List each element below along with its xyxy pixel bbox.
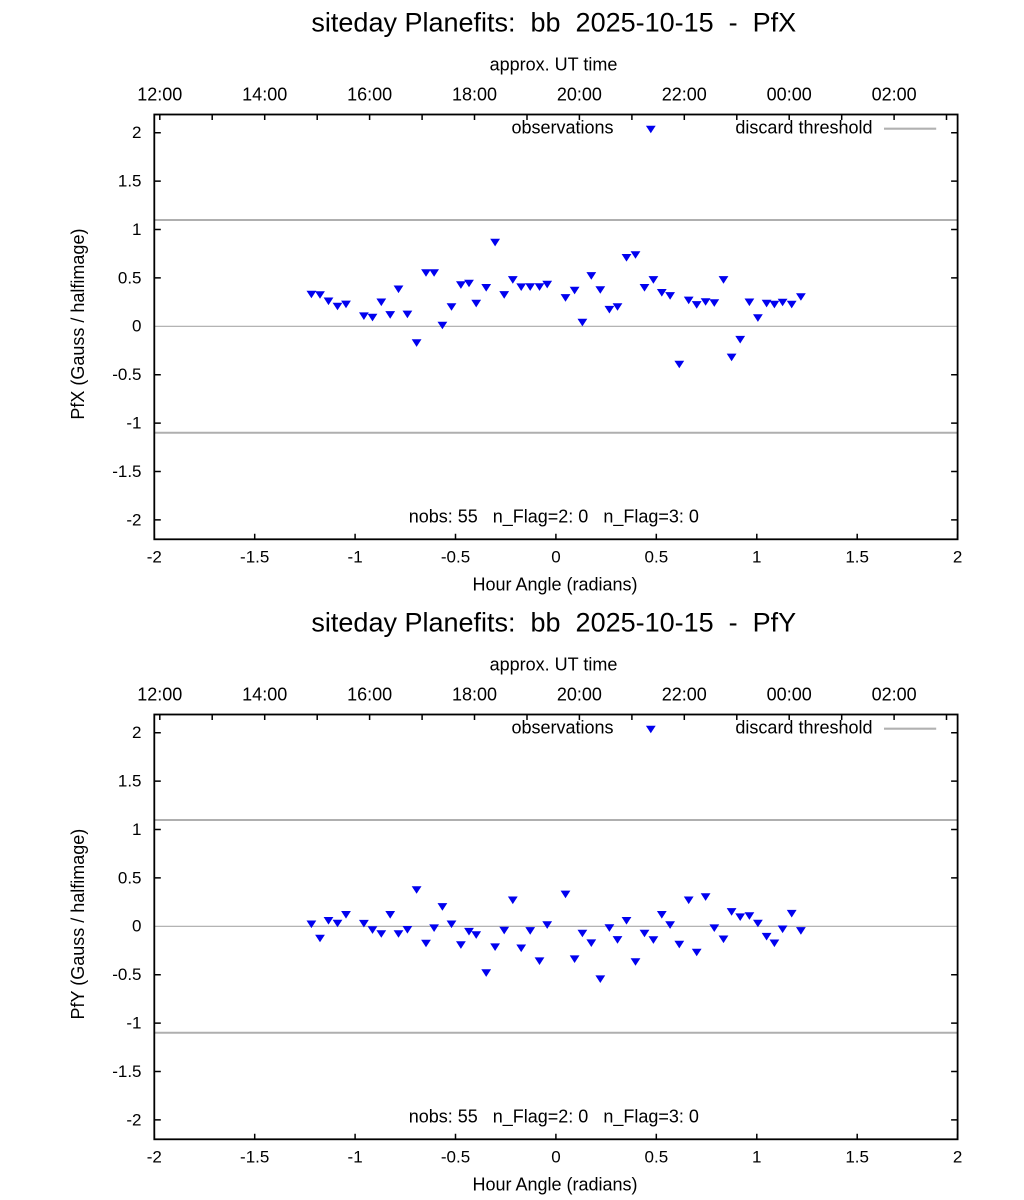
- svg-text:1: 1: [132, 220, 141, 239]
- svg-text:20:00: 20:00: [557, 85, 602, 105]
- svg-text:-1.5: -1.5: [112, 462, 141, 481]
- svg-text:18:00: 18:00: [452, 85, 497, 105]
- svg-text:-1: -1: [348, 548, 363, 567]
- svg-text:1.5: 1.5: [845, 548, 869, 567]
- svg-text:02:00: 02:00: [872, 85, 917, 105]
- svg-text:Hour Angle (radians): Hour Angle (radians): [472, 575, 637, 595]
- svg-text:2: 2: [132, 123, 141, 142]
- svg-text:0.5: 0.5: [118, 868, 142, 887]
- svg-text:16:00: 16:00: [347, 85, 392, 105]
- svg-text:14:00: 14:00: [242, 685, 287, 705]
- svg-text:PfX (Gauss / halfimage): PfX (Gauss / halfimage): [68, 229, 88, 420]
- svg-text:2: 2: [132, 723, 141, 742]
- svg-text:0: 0: [132, 317, 141, 336]
- svg-text:-2: -2: [126, 510, 141, 529]
- svg-text:1.5: 1.5: [118, 772, 142, 791]
- svg-text:22:00: 22:00: [662, 685, 707, 705]
- svg-text:-1.5: -1.5: [240, 548, 269, 567]
- svg-text:18:00: 18:00: [452, 685, 497, 705]
- svg-text:2: 2: [953, 548, 962, 567]
- svg-text:12:00: 12:00: [137, 85, 182, 105]
- svg-text:00:00: 00:00: [767, 685, 812, 705]
- svg-text:00:00: 00:00: [767, 85, 812, 105]
- svg-text:0: 0: [551, 1148, 560, 1167]
- svg-text:16:00: 16:00: [347, 685, 392, 705]
- svg-text:discard threshold: discard threshold: [735, 117, 872, 137]
- svg-text:nobs: 55 n_Flag=2: 0 n_Fla: nobs: 55 n_Flag=2: 0 n_Flag=3: 0: [409, 1106, 699, 1127]
- svg-text:0.5: 0.5: [645, 548, 669, 567]
- svg-text:nobs: 55 n_Flag=2: 0 n_Fla: nobs: 55 n_Flag=2: 0 n_Flag=3: 0: [409, 506, 699, 527]
- svg-text:PfY (Gauss / halfimage): PfY (Gauss / halfimage): [68, 829, 88, 1020]
- svg-text:1: 1: [752, 548, 761, 567]
- svg-text:-1: -1: [126, 414, 141, 433]
- svg-text:-1: -1: [348, 1148, 363, 1167]
- svg-text:observations: observations: [511, 117, 613, 137]
- svg-text:-2: -2: [147, 548, 162, 567]
- svg-text:approx. UT time: approx. UT time: [490, 655, 618, 675]
- svg-text:12:00: 12:00: [137, 685, 182, 705]
- svg-text:1: 1: [752, 1148, 761, 1167]
- svg-text:-2: -2: [126, 1110, 141, 1129]
- svg-text:siteday Planefits: bb 2025-1: siteday Planefits: bb 2025-10-15 - PfY: [311, 608, 796, 638]
- svg-text:1.5: 1.5: [118, 172, 142, 191]
- svg-text:-0.5: -0.5: [112, 965, 141, 984]
- svg-text:2: 2: [953, 1148, 962, 1167]
- svg-text:22:00: 22:00: [662, 85, 707, 105]
- svg-text:14:00: 14:00: [242, 85, 287, 105]
- svg-text:0.5: 0.5: [645, 1148, 669, 1167]
- svg-text:-0.5: -0.5: [112, 365, 141, 384]
- svg-text:-0.5: -0.5: [441, 548, 470, 567]
- svg-text:-0.5: -0.5: [441, 1148, 470, 1167]
- svg-text:1.5: 1.5: [845, 1148, 869, 1167]
- svg-text:-1.5: -1.5: [112, 1062, 141, 1081]
- svg-text:02:00: 02:00: [872, 685, 917, 705]
- svg-text:discard threshold: discard threshold: [735, 717, 872, 737]
- svg-text:-1.5: -1.5: [240, 1148, 269, 1167]
- svg-text:observations: observations: [511, 717, 613, 737]
- svg-text:siteday Planefits: bb 2025-1: siteday Planefits: bb 2025-10-15 - PfX: [311, 8, 796, 38]
- svg-text:0: 0: [132, 917, 141, 936]
- svg-text:-2: -2: [147, 1148, 162, 1167]
- svg-text:0: 0: [551, 548, 560, 567]
- svg-text:0.5: 0.5: [118, 268, 142, 287]
- svg-text:20:00: 20:00: [557, 685, 602, 705]
- svg-text:Hour Angle (radians): Hour Angle (radians): [472, 1175, 637, 1195]
- svg-text:-1: -1: [126, 1014, 141, 1033]
- svg-text:approx. UT time: approx. UT time: [490, 55, 618, 75]
- svg-text:1: 1: [132, 820, 141, 839]
